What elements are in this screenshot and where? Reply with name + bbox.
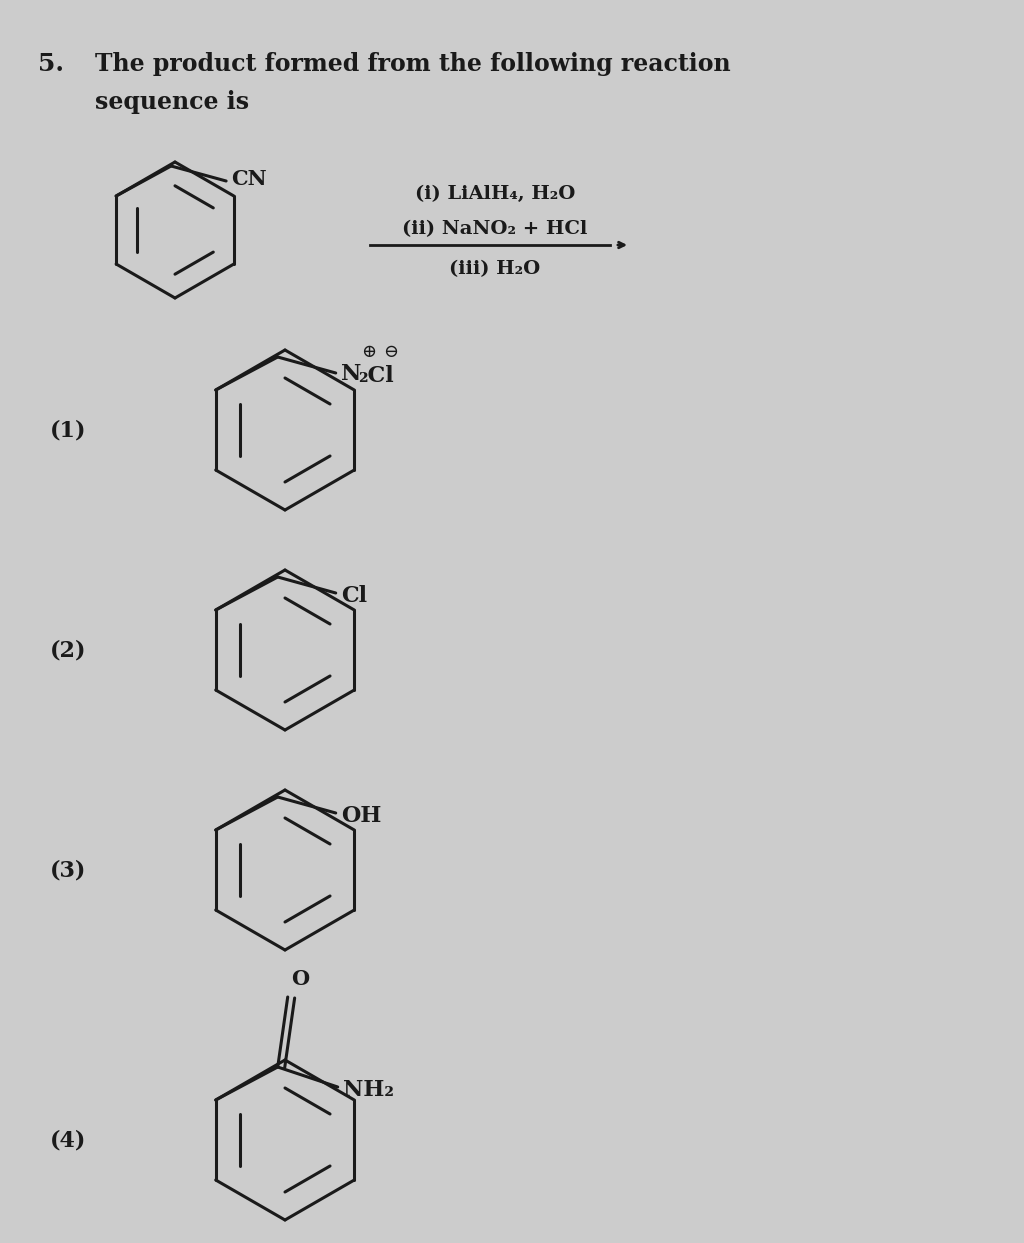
Text: (4): (4) xyxy=(50,1129,86,1151)
Text: CN: CN xyxy=(231,169,267,189)
Text: 5.: 5. xyxy=(38,52,63,76)
Text: (2): (2) xyxy=(50,639,86,661)
Text: (i) LiAlH₄, H₂O: (i) LiAlH₄, H₂O xyxy=(415,185,575,203)
Text: O: O xyxy=(291,970,309,989)
Text: (1): (1) xyxy=(50,419,86,441)
Text: ⊕: ⊕ xyxy=(360,343,376,360)
Text: N: N xyxy=(341,363,361,385)
Text: OH: OH xyxy=(341,805,381,827)
Text: (iii) H₂O: (iii) H₂O xyxy=(450,260,541,278)
Text: NH₂: NH₂ xyxy=(343,1079,393,1101)
Text: (ii) NaNO₂ + HCl: (ii) NaNO₂ + HCl xyxy=(402,220,588,237)
Text: (3): (3) xyxy=(50,859,86,881)
Text: Cl: Cl xyxy=(341,585,367,607)
Text: ₂Cl: ₂Cl xyxy=(357,365,393,387)
Text: ⊖: ⊖ xyxy=(383,343,398,360)
Text: The product formed from the following reaction: The product formed from the following re… xyxy=(95,52,731,76)
Text: sequence is: sequence is xyxy=(95,89,249,114)
